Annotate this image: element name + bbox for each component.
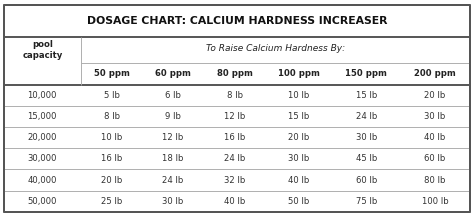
Text: 60 lb: 60 lb xyxy=(356,176,377,184)
Text: 40 lb: 40 lb xyxy=(424,133,446,142)
Text: 15,000: 15,000 xyxy=(27,112,57,121)
Text: pool
capacity: pool capacity xyxy=(22,40,63,60)
Text: 30 lb: 30 lb xyxy=(163,197,184,206)
Text: 24 lb: 24 lb xyxy=(356,112,377,121)
Text: 20 lb: 20 lb xyxy=(424,91,446,100)
Text: 30 lb: 30 lb xyxy=(356,133,377,142)
Text: 30 lb: 30 lb xyxy=(424,112,446,121)
Text: 24 lb: 24 lb xyxy=(163,176,184,184)
Text: 45 lb: 45 lb xyxy=(356,154,377,163)
Text: 10 lb: 10 lb xyxy=(101,133,122,142)
Text: 30,000: 30,000 xyxy=(27,154,57,163)
Text: 30 lb: 30 lb xyxy=(288,154,310,163)
Text: 6 lb: 6 lb xyxy=(165,91,181,100)
Text: 18 lb: 18 lb xyxy=(163,154,184,163)
Text: 32 lb: 32 lb xyxy=(224,176,245,184)
Text: DOSAGE CHART: CALCIUM HARDNESS INCREASER: DOSAGE CHART: CALCIUM HARDNESS INCREASER xyxy=(87,16,387,26)
Text: 60 ppm: 60 ppm xyxy=(155,69,191,78)
Text: 60 lb: 60 lb xyxy=(424,154,446,163)
Text: 20,000: 20,000 xyxy=(27,133,57,142)
Text: 100 lb: 100 lb xyxy=(422,197,448,206)
Text: 8 lb: 8 lb xyxy=(104,112,119,121)
Text: 15 lb: 15 lb xyxy=(288,112,310,121)
Text: 10,000: 10,000 xyxy=(27,91,57,100)
Text: 40 lb: 40 lb xyxy=(288,176,310,184)
Text: 75 lb: 75 lb xyxy=(356,197,377,206)
Text: 25 lb: 25 lb xyxy=(101,197,122,206)
Text: 150 ppm: 150 ppm xyxy=(346,69,387,78)
Text: 24 lb: 24 lb xyxy=(224,154,245,163)
Text: 50 ppm: 50 ppm xyxy=(94,69,129,78)
Text: 8 lb: 8 lb xyxy=(227,91,243,100)
Text: 15 lb: 15 lb xyxy=(356,91,377,100)
Text: 50,000: 50,000 xyxy=(27,197,57,206)
Text: 16 lb: 16 lb xyxy=(224,133,245,142)
Text: 12 lb: 12 lb xyxy=(163,133,184,142)
Text: 20 lb: 20 lb xyxy=(101,176,122,184)
Text: 12 lb: 12 lb xyxy=(224,112,245,121)
Text: 16 lb: 16 lb xyxy=(101,154,122,163)
Text: 80 ppm: 80 ppm xyxy=(217,69,253,78)
Text: 40,000: 40,000 xyxy=(27,176,57,184)
Text: 20 lb: 20 lb xyxy=(288,133,310,142)
Text: To Raise Calcium Hardness By:: To Raise Calcium Hardness By: xyxy=(206,44,345,53)
Text: 9 lb: 9 lb xyxy=(165,112,181,121)
Text: 50 lb: 50 lb xyxy=(288,197,310,206)
Text: 80 lb: 80 lb xyxy=(424,176,446,184)
Text: 100 ppm: 100 ppm xyxy=(278,69,320,78)
Text: 10 lb: 10 lb xyxy=(288,91,310,100)
Text: 5 lb: 5 lb xyxy=(104,91,119,100)
Text: 200 ppm: 200 ppm xyxy=(414,69,456,78)
Text: 40 lb: 40 lb xyxy=(224,197,245,206)
